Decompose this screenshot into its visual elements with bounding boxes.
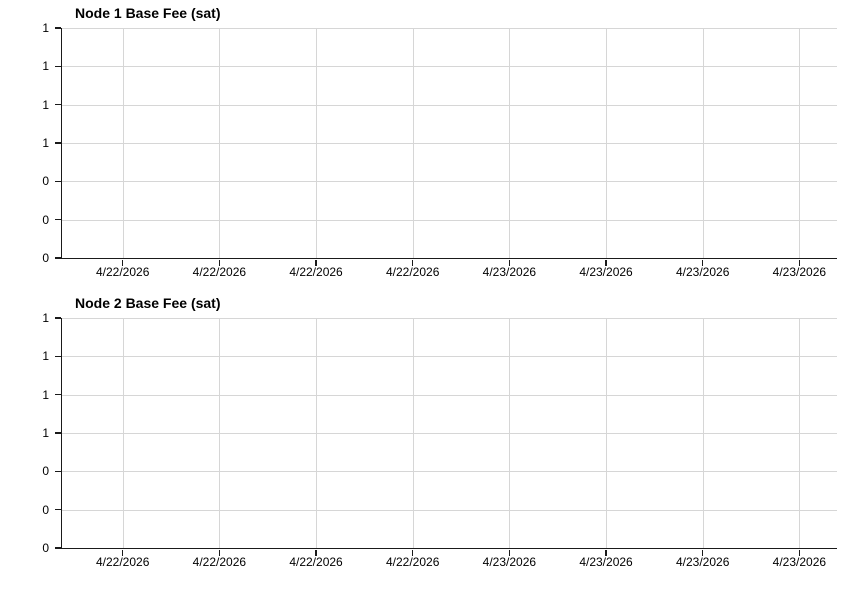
x-tick-label: 4/23/2026 <box>482 265 537 279</box>
y-gridline <box>62 318 837 319</box>
x-gridline <box>219 318 221 548</box>
x-tick-label: 4/23/2026 <box>579 555 633 569</box>
x-tick-mark <box>508 550 511 556</box>
y-tick-label: 1 <box>42 311 49 325</box>
y-gridline <box>62 143 837 144</box>
y-tick-mark <box>54 393 61 396</box>
x-tick-mark <box>315 550 317 556</box>
x-gridline <box>316 28 318 258</box>
x-tick-label: 4/22/2026 <box>192 555 247 569</box>
y-tick-mark <box>54 432 61 434</box>
x-tick-mark <box>605 550 607 556</box>
y-gridline <box>62 394 837 396</box>
y-tick-mark <box>54 180 61 183</box>
chart-title: Node 2 Base Fee (sat) <box>75 295 221 311</box>
x-gridline <box>702 318 704 548</box>
y-gridline <box>62 471 837 473</box>
x-tick-label: 4/22/2026 <box>289 265 343 279</box>
y-tick-mark <box>54 470 61 473</box>
plot-area: 1 1 1 1 0 0 0 4/22/2026 4/22/2026 4/22/2026 4/22/2… <box>42 21 837 279</box>
x-gridline <box>799 318 801 548</box>
plot-area: 1 1 1 1 0 0 0 4/22/2026 4/22/2026 4/22/2026 4/22/2… <box>42 311 837 569</box>
x-tick-mark <box>411 550 414 556</box>
y-tick-label: 1 <box>42 21 49 35</box>
chart-title: Node 1 Base Fee (sat) <box>75 5 221 21</box>
y-tick-mark <box>54 547 61 549</box>
x-tick-mark <box>218 550 221 556</box>
y-tick-mark <box>54 218 61 221</box>
y-tick-label: 0 <box>42 251 49 265</box>
y-gridline <box>62 356 837 358</box>
x-gridline <box>509 28 511 258</box>
y-tick-mark <box>54 355 61 358</box>
y-gridline <box>62 66 837 68</box>
x-gridline <box>412 318 414 548</box>
x-tick-mark <box>315 260 317 266</box>
x-tick-label: 4/23/2026 <box>675 265 730 279</box>
x-tick-label: 4/22/2026 <box>289 555 343 569</box>
y-tick-mark <box>54 27 61 29</box>
y-tick-label: 0 <box>42 212 49 227</box>
y-tick-label: 0 <box>42 502 49 517</box>
x-tick-mark <box>701 260 704 266</box>
x-tick-label: 4/22/2026 <box>192 265 247 279</box>
x-gridline <box>702 28 704 258</box>
x-tick-mark <box>121 260 124 266</box>
x-gridline <box>509 318 511 548</box>
y-tick-mark <box>54 142 61 144</box>
x-gridline <box>122 318 124 548</box>
x-tick-mark <box>508 260 511 266</box>
y-tick-mark <box>54 65 61 68</box>
chart-node-1-base-fee: Node 1 Base Fee (sat) 1 1 1 1 0 0 0 4/22/2026 4/… <box>0 0 860 290</box>
x-tick-mark <box>701 550 704 556</box>
y-tick-label: 1 <box>42 387 49 402</box>
x-gridline <box>412 28 414 258</box>
x-tick-label: 4/23/2026 <box>675 555 730 569</box>
x-gridline <box>606 28 608 258</box>
y-tick-label: 1 <box>42 349 49 364</box>
y-gridline <box>62 509 837 511</box>
x-gridline <box>606 318 608 548</box>
x-tick-label: 4/22/2026 <box>385 555 440 569</box>
y-tick-label: 0 <box>42 464 49 479</box>
x-tick-mark <box>411 260 414 266</box>
x-tick-label: 4/23/2026 <box>579 265 633 279</box>
y-gridline <box>62 28 837 29</box>
y-tick-label: 1 <box>42 136 49 150</box>
x-tick-mark <box>121 550 124 556</box>
chart-node-2-base-fee: Node 2 Base Fee (sat) 1 1 1 1 0 0 0 4/22/2026 4/… <box>0 290 860 580</box>
x-tick-label: 4/23/2026 <box>772 265 827 279</box>
y-tick-mark <box>54 257 61 259</box>
y-gridline <box>62 433 837 434</box>
y-tick-label: 1 <box>42 59 49 74</box>
x-tick-label: 4/22/2026 <box>95 555 150 569</box>
y-tick-label: 1 <box>42 97 49 112</box>
x-gridline <box>799 28 801 258</box>
x-tick-label: 4/22/2026 <box>95 265 150 279</box>
y-tick-label: 0 <box>42 174 49 189</box>
y-tick-label: 1 <box>42 426 49 440</box>
y-tick-mark <box>54 317 61 319</box>
x-gridline <box>219 28 221 258</box>
x-tick-label: 4/22/2026 <box>385 265 440 279</box>
x-gridline <box>122 28 124 258</box>
x-tick-mark <box>798 550 801 556</box>
y-gridline <box>62 219 837 221</box>
y-gridline <box>62 181 837 183</box>
x-gridline <box>316 318 318 548</box>
x-tick-mark <box>798 260 801 266</box>
x-tick-label: 4/23/2026 <box>772 555 827 569</box>
y-tick-mark <box>54 103 61 106</box>
x-tick-mark <box>605 260 607 266</box>
y-tick-label: 0 <box>42 541 49 555</box>
y-tick-mark <box>54 508 61 511</box>
x-tick-label: 4/23/2026 <box>482 555 537 569</box>
y-gridline <box>62 104 837 106</box>
x-tick-mark <box>218 260 221 266</box>
